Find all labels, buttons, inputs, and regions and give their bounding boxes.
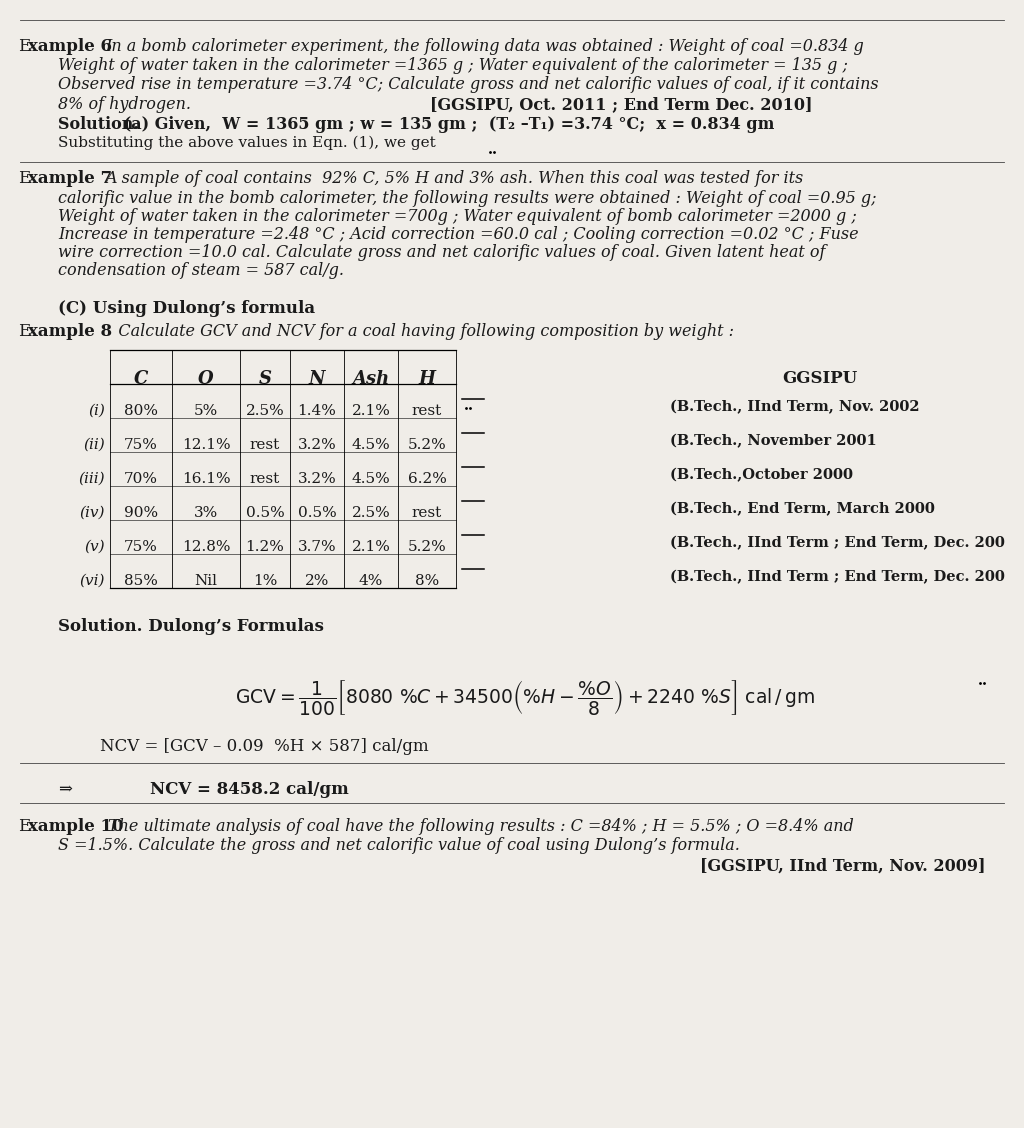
Text: 4.5%: 4.5% — [351, 472, 390, 486]
Text: Substituting the above values in Eqn. (1), we get: Substituting the above values in Eqn. (1… — [58, 136, 436, 150]
Text: H: H — [419, 370, 435, 388]
Text: 6.2%: 6.2% — [408, 472, 446, 486]
Text: xample 8: xample 8 — [28, 323, 112, 340]
Text: 3.2%: 3.2% — [298, 438, 336, 451]
Text: (v): (v) — [84, 539, 105, 554]
Text: 4.5%: 4.5% — [351, 438, 390, 451]
Text: Ash: Ash — [352, 370, 389, 388]
Text: (iv): (iv) — [80, 505, 105, 520]
Text: S: S — [258, 370, 271, 388]
Text: Increase in temperature =2.48 °C ; Acid correction =60.0 cal ; Cooling correctio: Increase in temperature =2.48 °C ; Acid … — [58, 226, 859, 243]
Text: 80%: 80% — [124, 404, 158, 417]
Text: 12.8%: 12.8% — [181, 539, 230, 554]
Text: E: E — [18, 170, 31, 187]
Text: E: E — [18, 323, 31, 340]
Text: 5%: 5% — [194, 404, 218, 417]
Text: (B.Tech., IInd Term ; End Term, Dec. 200: (B.Tech., IInd Term ; End Term, Dec. 200 — [670, 536, 1005, 550]
Text: xample 7: xample 7 — [28, 170, 112, 187]
Text: [GGSIPU, Oct. 2011 ; End Term Dec. 2010]: [GGSIPU, Oct. 2011 ; End Term Dec. 2010] — [430, 96, 812, 113]
Text: (B.Tech., November 2001: (B.Tech., November 2001 — [670, 434, 877, 448]
Text: In a bomb calorimeter experiment, the following data was obtained : Weight of co: In a bomb calorimeter experiment, the fo… — [105, 38, 864, 55]
Text: Nil: Nil — [195, 574, 217, 588]
Text: 2.1%: 2.1% — [351, 539, 390, 554]
Text: C: C — [134, 370, 148, 388]
Text: O: O — [199, 370, 214, 388]
Text: Solution.: Solution. — [58, 116, 139, 133]
Text: rest: rest — [412, 505, 442, 520]
Text: (i): (i) — [88, 404, 105, 417]
Text: (B.Tech.,October 2000: (B.Tech.,October 2000 — [670, 468, 853, 482]
Text: 85%: 85% — [124, 574, 158, 588]
Text: Weight of water taken in the calorimeter =1365 g ; Water equivalent of the calor: Weight of water taken in the calorimeter… — [58, 58, 848, 74]
Text: ⇒: ⇒ — [58, 781, 72, 797]
Text: 16.1%: 16.1% — [181, 472, 230, 486]
Text: E: E — [18, 818, 31, 835]
Text: 2%: 2% — [305, 574, 329, 588]
Text: rest: rest — [412, 404, 442, 417]
Text: A sample of coal contains  92% C, 5% H and 3% ash. When this coal was tested for: A sample of coal contains 92% C, 5% H an… — [105, 170, 803, 187]
Text: $\mathrm{GCV} = \dfrac{1}{100}\left[8080\ \%C + 34500\left(\%H - \dfrac{\%O}{8}\: $\mathrm{GCV} = \dfrac{1}{100}\left[8080… — [234, 678, 815, 717]
Text: NCV = 8458.2 cal/gm: NCV = 8458.2 cal/gm — [150, 781, 349, 797]
Text: 90%: 90% — [124, 505, 158, 520]
Text: rest: rest — [250, 438, 281, 451]
Text: 0.5%: 0.5% — [298, 505, 336, 520]
Text: NCV = [GCV – 0.09  %H × 587] cal/gm: NCV = [GCV – 0.09 %H × 587] cal/gm — [100, 738, 429, 755]
Text: calorific value in the bomb calorimeter, the following results were obtained : W: calorific value in the bomb calorimeter,… — [58, 190, 877, 208]
Text: 5.2%: 5.2% — [408, 438, 446, 451]
Text: (C) Using Dulong’s formula: (C) Using Dulong’s formula — [58, 300, 315, 317]
Text: GGSIPU: GGSIPU — [782, 370, 858, 387]
Text: 3.7%: 3.7% — [298, 539, 336, 554]
Text: wire correction =10.0 cal. Calculate gross and net calorific values of coal. Giv: wire correction =10.0 cal. Calculate gro… — [58, 244, 825, 261]
Text: E: E — [18, 38, 31, 55]
Text: 75%: 75% — [124, 438, 158, 451]
Text: 4%: 4% — [358, 574, 383, 588]
Text: N: N — [309, 370, 326, 388]
Text: 1.2%: 1.2% — [246, 539, 285, 554]
Text: 3.2%: 3.2% — [298, 472, 336, 486]
Text: xample 10: xample 10 — [28, 818, 124, 835]
Text: Weight of water taken in the calorimeter =700g ; Water equivalent of bomb calori: Weight of water taken in the calorimeter… — [58, 208, 857, 224]
Text: (iii): (iii) — [79, 472, 105, 486]
Text: [GGSIPU, IInd Term, Nov. 2009]: [GGSIPU, IInd Term, Nov. 2009] — [700, 858, 985, 875]
Text: 2.5%: 2.5% — [351, 505, 390, 520]
Text: (B.Tech., End Term, March 2000: (B.Tech., End Term, March 2000 — [670, 502, 935, 515]
Text: xample 6: xample 6 — [28, 38, 112, 55]
Text: Observed rise in temperature =3.74 °C; Calculate gross and net calorific values : Observed rise in temperature =3.74 °C; C… — [58, 76, 879, 92]
Text: (a) Given,  W = 1365 gm ; w = 135 gm ;  (T₂ –T₁) =3.74 °C;  x = 0.834 gm: (a) Given, W = 1365 gm ; w = 135 gm ; (T… — [118, 116, 774, 133]
Text: 8% of hydrogen.: 8% of hydrogen. — [58, 96, 191, 113]
Text: 0.5%: 0.5% — [246, 505, 285, 520]
Text: S =1.5%. Calculate the gross and net calorific value of coal using Dulong’s form: S =1.5%. Calculate the gross and net cal… — [58, 837, 740, 854]
Text: 5.2%: 5.2% — [408, 539, 446, 554]
Text: 75%: 75% — [124, 539, 158, 554]
Text: Calculate GCV and NCV for a coal having following composition by weight :: Calculate GCV and NCV for a coal having … — [103, 323, 734, 340]
Text: (ii): (ii) — [83, 438, 105, 451]
Text: 12.1%: 12.1% — [181, 438, 230, 451]
Text: The ultimate analysis of coal have the following results : C =84% ; H = 5.5% ; O: The ultimate analysis of coal have the f… — [108, 818, 854, 835]
Text: condensation of steam = 587 cal/g.: condensation of steam = 587 cal/g. — [58, 262, 344, 279]
Text: (B.Tech., IInd Term, Nov. 2002: (B.Tech., IInd Term, Nov. 2002 — [670, 399, 920, 414]
Text: 1.4%: 1.4% — [298, 404, 337, 417]
Text: rest: rest — [250, 472, 281, 486]
Text: 8%: 8% — [415, 574, 439, 588]
Text: (vi): (vi) — [80, 574, 105, 588]
Text: 2.5%: 2.5% — [246, 404, 285, 417]
Text: 1%: 1% — [253, 574, 278, 588]
Text: Solution. Dulong’s Formulas: Solution. Dulong’s Formulas — [58, 618, 324, 635]
Text: 3%: 3% — [194, 505, 218, 520]
Text: 2.1%: 2.1% — [351, 404, 390, 417]
Text: 70%: 70% — [124, 472, 158, 486]
Text: (B.Tech., IInd Term ; End Term, Dec. 200: (B.Tech., IInd Term ; End Term, Dec. 200 — [670, 570, 1005, 584]
